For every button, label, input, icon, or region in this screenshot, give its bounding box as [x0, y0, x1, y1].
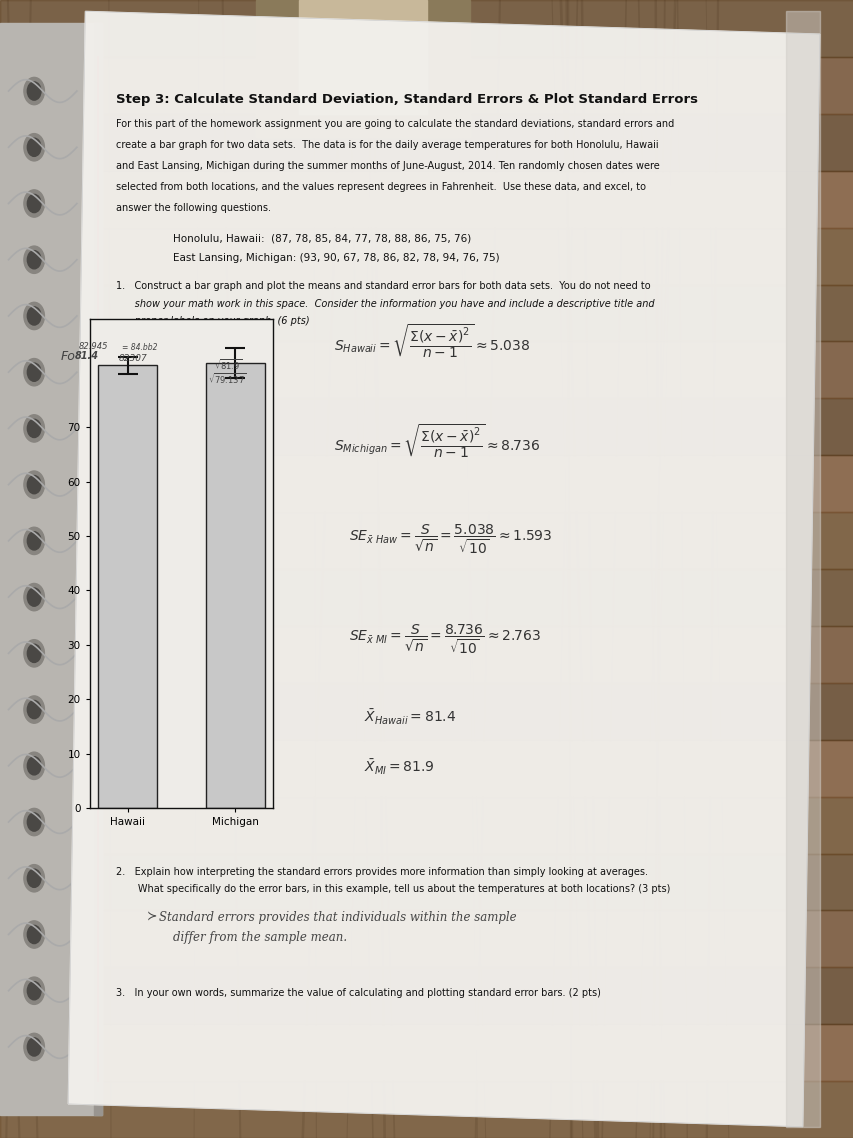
Circle shape: [24, 921, 44, 948]
Text: proper labels on your graph. (6 pts): proper labels on your graph. (6 pts): [116, 315, 310, 325]
Circle shape: [27, 701, 41, 719]
Text: 3.   In your own words, summarize the value of calculating and plotting standard: 3. In your own words, summarize the valu…: [116, 988, 601, 998]
Circle shape: [27, 138, 41, 156]
Text: Step 3: Calculate Standard Deviation, Standard Errors & Plot Standard Errors: Step 3: Calculate Standard Deviation, St…: [116, 92, 698, 106]
Bar: [0, 398, 853, 455]
Bar: [0, 57, 853, 114]
Bar: [0, 797, 853, 854]
Bar: [0, 967, 853, 1024]
Circle shape: [27, 531, 41, 550]
Text: Fo: Fo: [61, 351, 76, 363]
Circle shape: [27, 757, 41, 775]
Bar: [0, 341, 853, 398]
Bar: [0, 512, 853, 569]
Text: What specifically do the error bars, in this example, tell us about the temperat: What specifically do the error bars, in …: [116, 884, 670, 894]
Text: East Lansing, Michigan: (93, 90, 67, 78, 86, 82, 78, 94, 76, 75): East Lansing, Michigan: (93, 90, 67, 78,…: [172, 253, 498, 263]
Text: $S_{Hawaii} = \sqrt{\dfrac{\Sigma(x-\bar{x})^2}{n-1}} \approx 5.038$: $S_{Hawaii} = \sqrt{\dfrac{\Sigma(x-\bar…: [334, 322, 531, 360]
Bar: [0, 455, 853, 512]
Circle shape: [24, 471, 44, 498]
Text: $SE_{\bar{x}\ MI} = \dfrac{S}{\sqrt{n}} = \dfrac{8.736}{\sqrt{10}} \approx 2.763: $SE_{\bar{x}\ MI} = \dfrac{S}{\sqrt{n}} …: [349, 622, 541, 655]
Circle shape: [27, 195, 41, 213]
Circle shape: [24, 978, 44, 1005]
Circle shape: [24, 527, 44, 554]
Bar: [0, 910, 853, 967]
Circle shape: [24, 696, 44, 724]
Bar: [0, 1024, 853, 1081]
Circle shape: [24, 865, 44, 892]
Circle shape: [24, 808, 44, 835]
Text: 1.   Construct a bar graph and plot the means and standard error bars for both d: 1. Construct a bar graph and plot the me…: [116, 281, 650, 291]
Circle shape: [27, 813, 41, 831]
Text: 82307: 82307: [119, 354, 148, 363]
Circle shape: [24, 640, 44, 667]
Text: $\succ$: $\succ$: [144, 909, 158, 922]
Circle shape: [27, 82, 41, 100]
Text: Standard errors provides that individuals within the sample: Standard errors provides that individual…: [159, 912, 515, 924]
Text: answer the following questions.: answer the following questions.: [116, 203, 271, 213]
Circle shape: [27, 476, 41, 494]
Circle shape: [24, 584, 44, 611]
Circle shape: [27, 869, 41, 888]
Bar: [206, 363, 264, 808]
Circle shape: [27, 363, 41, 381]
Circle shape: [27, 1038, 41, 1056]
Circle shape: [24, 358, 44, 386]
Bar: [0, 683, 853, 740]
Text: $SE_{\bar{x}\ Haw} = \dfrac{S}{\sqrt{n}} = \dfrac{5.038}{\sqrt{10}} \approx 1.59: $SE_{\bar{x}\ Haw} = \dfrac{S}{\sqrt{n}}…: [349, 522, 552, 555]
Text: show your math work in this space.  Consider the information you have and includ: show your math work in this space. Consi…: [116, 299, 654, 308]
Text: differ from the sample mean.: differ from the sample mean.: [172, 931, 346, 945]
Bar: [98, 365, 157, 808]
Circle shape: [24, 303, 44, 330]
Bar: [0, 171, 853, 228]
Text: 81.4: 81.4: [74, 352, 99, 362]
Circle shape: [27, 419, 41, 437]
Text: and East Lansing, Michigan during the summer months of June-August, 2014. Ten ra: and East Lansing, Michigan during the su…: [116, 160, 659, 171]
Bar: [0, 569, 853, 626]
Bar: [785, 11, 819, 1127]
Bar: [94, 23, 102, 1115]
Text: For this part of the homework assignment you are going to calculate the standard: For this part of the homework assignment…: [116, 118, 674, 129]
Text: selected from both locations, and the values represent degrees in Fahrenheit.  U: selected from both locations, and the va…: [116, 182, 646, 191]
Circle shape: [27, 307, 41, 325]
Circle shape: [24, 77, 44, 105]
Bar: [0, 114, 853, 171]
Text: $S_{Michigan} = \sqrt{\dfrac{\Sigma(x-\bar{x})^2}{n-1}} \approx 8.736$: $S_{Michigan} = \sqrt{\dfrac{\Sigma(x-\b…: [334, 422, 540, 460]
Text: = 84.bb2: = 84.bb2: [122, 344, 158, 352]
Circle shape: [27, 644, 41, 662]
Bar: [0, 1081, 853, 1138]
Circle shape: [27, 925, 41, 943]
Circle shape: [24, 190, 44, 217]
Circle shape: [24, 246, 44, 273]
Text: 2.   Explain how interpreting the standard errors provides more information than: 2. Explain how interpreting the standard…: [116, 867, 647, 877]
Text: $\bar{X}_{MI} = 81.9$: $\bar{X}_{MI} = 81.9$: [363, 758, 434, 777]
Bar: [0, 854, 853, 910]
Text: $\bar{X}_{Hawaii} = 81.4$: $\bar{X}_{Hawaii} = 81.4$: [363, 708, 456, 727]
Text: 82.945: 82.945: [78, 341, 107, 351]
Polygon shape: [68, 11, 819, 1127]
Circle shape: [27, 250, 41, 269]
Text: $\sqrt{81.9}$: $\sqrt{81.9}$: [213, 357, 241, 372]
Circle shape: [27, 982, 41, 1000]
Circle shape: [27, 588, 41, 607]
Circle shape: [24, 752, 44, 780]
Bar: [0, 626, 853, 683]
Bar: [256, 0, 469, 137]
Circle shape: [24, 414, 44, 442]
Circle shape: [24, 133, 44, 160]
Text: $\sqrt{79.137}$: $\sqrt{79.137}$: [208, 371, 247, 386]
Bar: [0, 23, 102, 1115]
Text: Honolulu, Hawaii:  (87, 78, 85, 84, 77, 78, 88, 86, 75, 76): Honolulu, Hawaii: (87, 78, 85, 84, 77, 7…: [172, 234, 470, 244]
Bar: [0, 228, 853, 284]
Bar: [299, 0, 426, 114]
Bar: [0, 740, 853, 797]
Bar: [0, 284, 853, 341]
Text: create a bar graph for two data sets.  The data is for the daily average tempera: create a bar graph for two data sets. Th…: [116, 140, 659, 150]
Circle shape: [24, 1033, 44, 1061]
Bar: [0, 0, 853, 57]
